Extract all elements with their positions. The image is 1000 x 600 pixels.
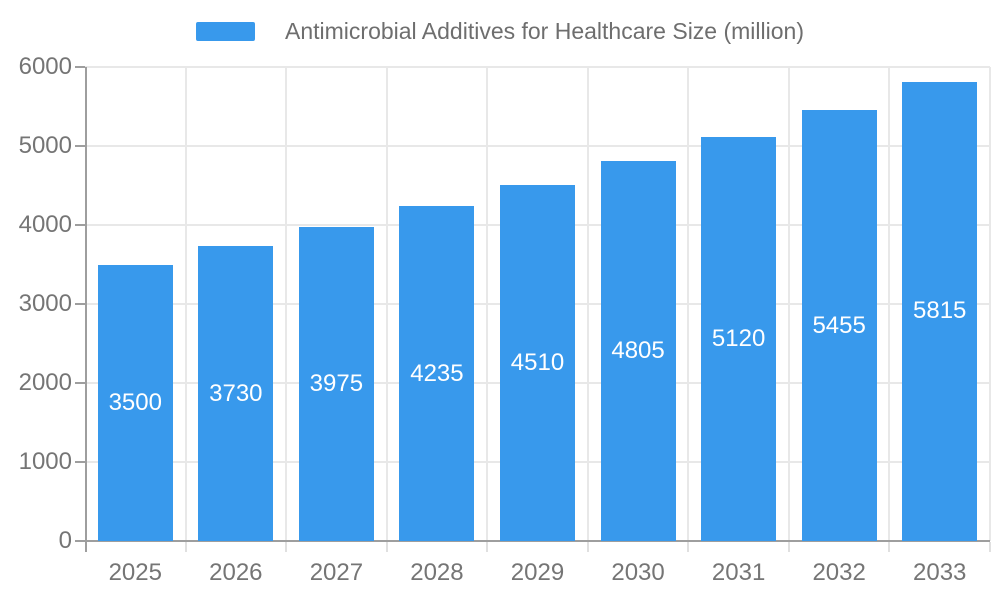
y-axis-label: 4000 xyxy=(18,211,72,238)
x-axis-label: 2029 xyxy=(510,559,565,586)
gridline-horizontal xyxy=(85,145,990,147)
x-axis-label: 2026 xyxy=(209,559,263,586)
bar-2025[interactable]: 3500 xyxy=(97,264,173,541)
bar-2032[interactable]: 5455 xyxy=(801,110,877,541)
bar-value-label: 5455 xyxy=(812,311,866,339)
y-axis-label: 2000 xyxy=(18,369,72,396)
bar-2031[interactable]: 5120 xyxy=(701,136,777,541)
legend-label: Antimicrobial Additives for Healthcare S… xyxy=(285,18,804,44)
x-axis-label: 2025 xyxy=(108,559,162,586)
x-axis-tick xyxy=(687,542,690,552)
x-axis-tick xyxy=(888,542,891,552)
x-axis-line xyxy=(85,540,990,542)
x-axis-tick xyxy=(184,542,187,552)
y-axis-label: 6000 xyxy=(18,53,72,80)
plot-area: 0 1000 2000 3000 4000 5000 6000 3500 2025 3730 202… xyxy=(19,53,991,586)
x-axis-label: 2032 xyxy=(812,559,866,586)
x-axis-tick xyxy=(989,542,991,552)
bar-value-label: 3975 xyxy=(309,369,364,397)
bar-value-label: 4805 xyxy=(611,337,665,365)
y-axis-tick xyxy=(75,461,85,463)
x-axis-tick xyxy=(486,542,489,552)
x-axis-label: 2033 xyxy=(913,559,967,586)
x-axis-tick xyxy=(285,542,288,552)
y-axis-tick xyxy=(75,145,85,147)
bar-value-label: 3730 xyxy=(209,379,263,407)
bar-value-label: 5120 xyxy=(711,324,766,352)
bar-2030[interactable]: 4805 xyxy=(600,161,676,541)
y-axis-tick xyxy=(75,540,85,542)
gridline-vertical xyxy=(486,67,489,541)
x-axis-label: 2031 xyxy=(711,559,766,586)
gridline-vertical xyxy=(184,67,187,541)
gridline-vertical xyxy=(385,67,388,541)
gridline-horizontal xyxy=(85,66,990,68)
gridline-vertical xyxy=(888,67,891,541)
gridline-vertical xyxy=(687,67,690,541)
x-axis-tick xyxy=(787,542,790,552)
y-axis-tick xyxy=(75,382,85,384)
bar-value-label: 4235 xyxy=(410,359,464,387)
y-axis-tick xyxy=(75,66,85,68)
y-axis-tick xyxy=(75,303,85,305)
x-axis-tick xyxy=(586,542,589,552)
bar-value-label: 4510 xyxy=(510,348,565,376)
y-axis-label: 1000 xyxy=(18,448,72,475)
legend-item[interactable]: Antimicrobial Additives for Healthcare S… xyxy=(196,18,804,45)
bar-2028[interactable]: 4235 xyxy=(399,206,475,541)
y-axis-label: 0 xyxy=(58,527,72,554)
x-axis-label: 2030 xyxy=(611,559,665,586)
bar-2033[interactable]: 5815 xyxy=(902,81,978,541)
x-axis-tick xyxy=(85,542,87,552)
gridline-vertical xyxy=(989,67,991,541)
legend-swatch xyxy=(196,22,256,41)
x-axis-tick xyxy=(385,542,388,552)
gridline-vertical xyxy=(787,67,790,541)
bar-2026[interactable]: 3730 xyxy=(198,246,274,541)
bar-2029[interactable]: 4510 xyxy=(500,184,575,541)
bar-value-label: 5815 xyxy=(913,297,967,325)
y-axis-line xyxy=(85,67,87,541)
bar-2027[interactable]: 3975 xyxy=(298,226,374,541)
y-axis-tick xyxy=(75,224,85,226)
y-axis-label: 3000 xyxy=(18,290,72,317)
x-axis-label: 2027 xyxy=(309,559,364,586)
y-axis-label: 5000 xyxy=(18,132,72,159)
gridline-vertical xyxy=(285,67,288,541)
gridline-vertical xyxy=(586,67,589,541)
x-axis-label: 2028 xyxy=(410,559,464,586)
bar-value-label: 3500 xyxy=(108,388,162,416)
